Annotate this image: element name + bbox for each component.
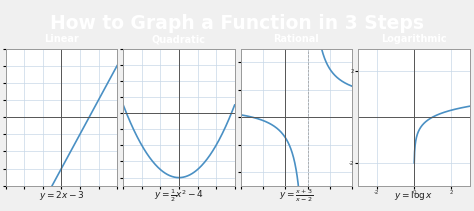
Text: $y = \frac{1}{2}x^2 - 4$: $y = \frac{1}{2}x^2 - 4$ <box>154 188 204 204</box>
Text: Quadratic: Quadratic <box>152 34 206 44</box>
Text: $y = \log x$: $y = \log x$ <box>394 189 434 202</box>
Text: How to Graph a Function in 3 Steps: How to Graph a Function in 3 Steps <box>50 14 424 33</box>
Text: $y = 2x - 3$: $y = 2x - 3$ <box>38 189 84 202</box>
Text: Logarithmic: Logarithmic <box>381 34 447 44</box>
Text: Rational: Rational <box>273 34 319 44</box>
Text: $y = \frac{x+3}{x-2}$: $y = \frac{x+3}{x-2}$ <box>280 188 313 204</box>
Text: Linear: Linear <box>44 34 79 44</box>
